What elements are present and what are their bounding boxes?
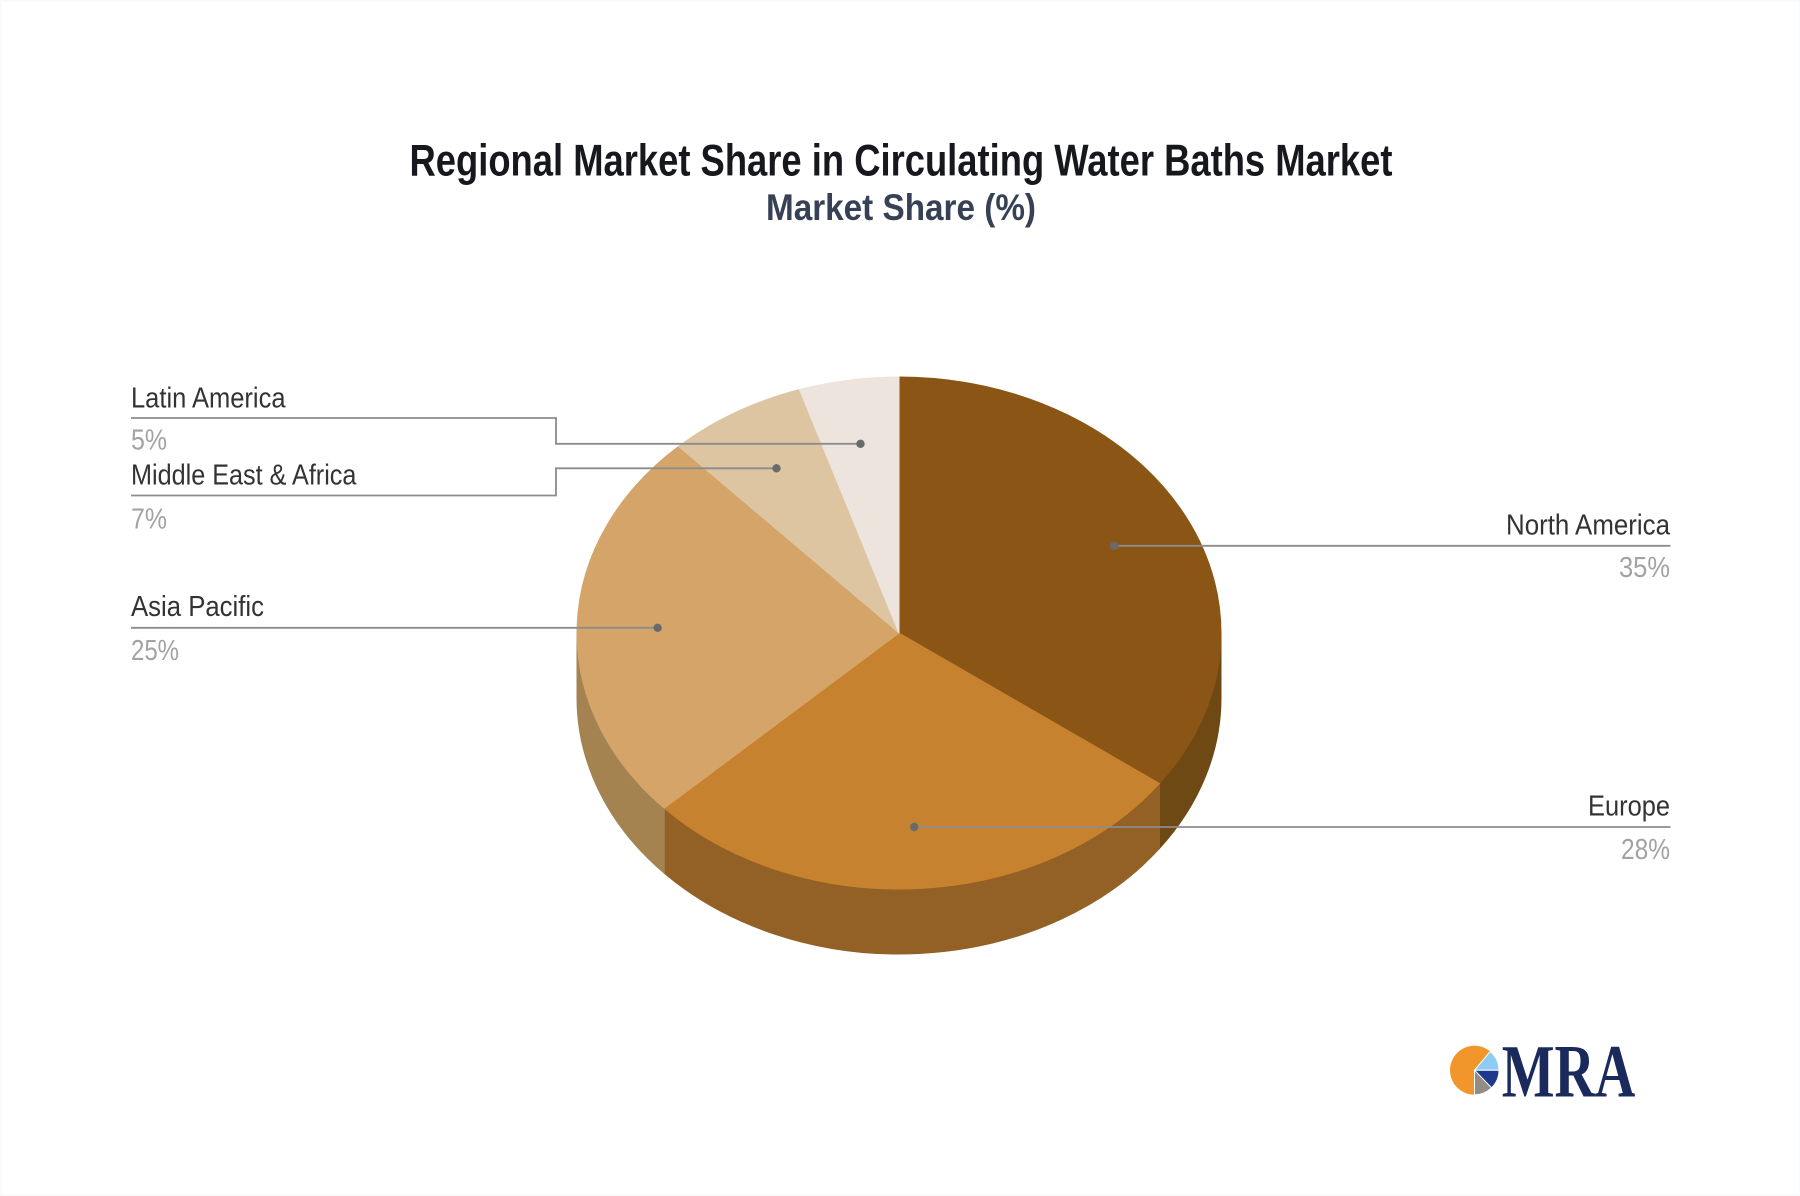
svg-text:25%: 25% [131,635,179,667]
svg-text:MRA: MRA [1502,1030,1636,1113]
svg-text:28%: 28% [1621,834,1670,866]
svg-text:Regional Market Share in Circu: Regional Market Share in Circulating Wat… [410,136,1393,185]
svg-text:North America: North America [1506,510,1671,542]
svg-text:35%: 35% [1619,552,1670,584]
svg-text:Market Share (%): Market Share (%) [766,186,1036,228]
svg-text:Latin America: Latin America [131,383,286,415]
svg-text:Asia Pacific: Asia Pacific [131,591,264,623]
svg-text:5%: 5% [131,424,167,456]
svg-text:7%: 7% [131,504,167,536]
svg-text:Middle East & Africa: Middle East & Africa [131,459,357,491]
svg-text:Europe: Europe [1588,790,1670,822]
